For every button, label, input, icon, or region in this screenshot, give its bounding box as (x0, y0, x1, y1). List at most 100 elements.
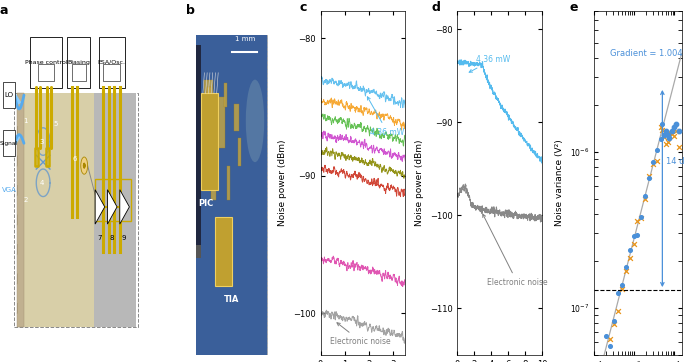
Text: Electronic noise: Electronic noise (483, 214, 547, 287)
Point (616, 286, 627, 292)
Point (608, 318, 619, 324)
Text: 4: 4 (40, 180, 44, 186)
Point (628, 233, 639, 239)
Bar (234, 104, 239, 131)
FancyBboxPatch shape (196, 35, 267, 355)
Point (620, 264, 631, 270)
Point (667, 128, 677, 134)
Text: 5: 5 (53, 121, 58, 127)
Text: Biasing: Biasing (67, 60, 90, 65)
FancyBboxPatch shape (94, 93, 136, 327)
Point (660, 141, 671, 147)
Point (657, 121, 668, 127)
Text: 9: 9 (122, 235, 126, 241)
FancyBboxPatch shape (3, 130, 15, 156)
Text: Gradient = 1.004: Gradient = 1.004 (610, 49, 682, 58)
Point (647, 161, 658, 167)
Text: a: a (0, 4, 8, 17)
Point (604, 343, 615, 349)
Point (628, 241, 639, 247)
Text: TIA: TIA (224, 295, 240, 304)
Text: 1: 1 (23, 118, 27, 124)
Point (644, 175, 655, 181)
Text: Electronic noise: Electronic noise (330, 323, 391, 346)
Text: 8: 8 (110, 235, 114, 241)
Point (667, 131, 677, 137)
Polygon shape (108, 190, 117, 224)
Text: VGA: VGA (1, 187, 16, 193)
Bar (238, 138, 241, 166)
Point (601, 333, 612, 339)
Text: 6: 6 (73, 156, 77, 162)
Point (620, 268, 631, 274)
Point (658, 134, 669, 140)
Text: 4.36 mW: 4.36 mW (367, 97, 405, 137)
Bar (211, 159, 216, 200)
Point (656, 136, 667, 142)
Y-axis label: Noise power (dBm): Noise power (dBm) (278, 140, 288, 226)
Point (644, 173, 655, 179)
Circle shape (81, 157, 88, 174)
Point (640, 193, 651, 199)
Point (664, 130, 675, 135)
FancyBboxPatch shape (72, 64, 86, 81)
Point (612, 308, 623, 314)
Point (612, 290, 623, 296)
Point (640, 196, 651, 202)
Text: Signal: Signal (0, 141, 18, 146)
FancyBboxPatch shape (30, 37, 62, 88)
Point (657, 127, 668, 133)
FancyBboxPatch shape (67, 37, 90, 88)
FancyBboxPatch shape (103, 64, 120, 81)
Text: PIC: PIC (198, 199, 214, 208)
Text: ESA/Osc.: ESA/Osc. (97, 60, 125, 65)
Bar (196, 45, 201, 252)
Point (601, 355, 612, 361)
FancyBboxPatch shape (3, 82, 15, 108)
Text: 4.36 mW: 4.36 mW (469, 55, 510, 72)
Point (668, 133, 679, 139)
FancyBboxPatch shape (99, 37, 125, 88)
Text: LO: LO (4, 92, 14, 98)
Point (624, 255, 635, 261)
Text: Phase control: Phase control (25, 60, 67, 65)
Bar (208, 87, 211, 114)
Point (671, 129, 682, 134)
Point (647, 160, 658, 165)
FancyBboxPatch shape (215, 217, 232, 286)
Y-axis label: Noise variance (V²): Noise variance (V²) (555, 139, 564, 226)
Circle shape (246, 80, 264, 162)
Point (636, 215, 647, 221)
Text: 1 mm: 1 mm (234, 36, 255, 42)
Bar (224, 83, 227, 107)
FancyBboxPatch shape (38, 64, 54, 81)
Bar (196, 245, 201, 258)
Text: 3: 3 (40, 139, 44, 144)
Point (616, 282, 627, 288)
Point (632, 218, 643, 224)
Point (673, 129, 684, 134)
Point (651, 148, 662, 153)
Point (660, 128, 671, 134)
Point (673, 144, 684, 150)
Point (656, 124, 667, 130)
Point (608, 321, 619, 327)
Text: 7: 7 (97, 235, 101, 241)
Bar (219, 97, 225, 148)
Point (664, 135, 675, 141)
Bar (227, 166, 230, 200)
Text: c: c (299, 1, 307, 13)
Point (597, 357, 608, 362)
Point (632, 232, 643, 238)
FancyBboxPatch shape (17, 93, 24, 327)
Point (662, 139, 673, 145)
Point (662, 132, 673, 138)
Point (658, 132, 669, 138)
Text: 14 dB: 14 dB (667, 156, 685, 165)
Point (668, 124, 679, 130)
Text: b: b (186, 4, 195, 17)
Point (636, 214, 647, 220)
Bar (203, 80, 213, 166)
FancyBboxPatch shape (23, 93, 94, 327)
Y-axis label: Noise power (dBm): Noise power (dBm) (415, 140, 424, 226)
